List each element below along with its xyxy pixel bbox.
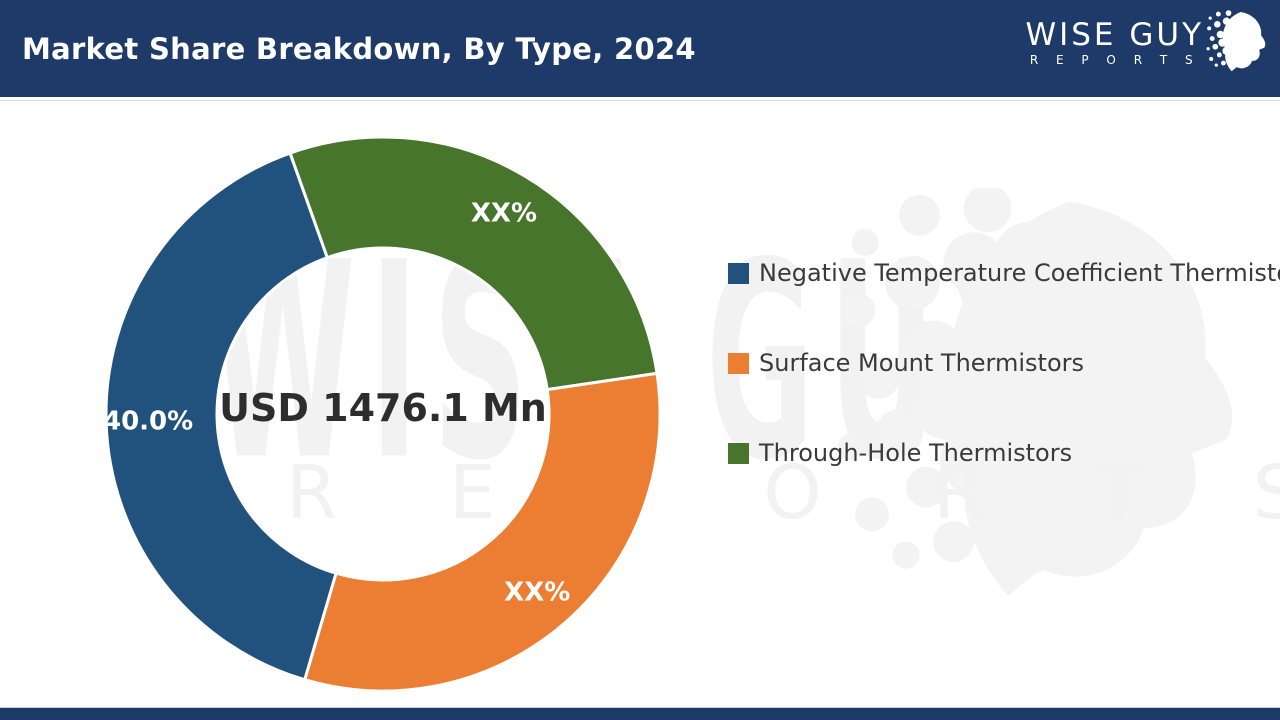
logo-face-icon — [1206, 10, 1266, 72]
watermark-face-graphic — [838, 188, 1233, 596]
donut-chart: 40.0% XX% XX% — [103, 135, 662, 693]
slice-value-label-2: XX% — [504, 577, 570, 607]
watermark-reports-text: R E P O R T S — [286, 450, 1280, 536]
slice-value-label-0: 40.0% — [103, 407, 193, 437]
chart-legend: Negative Temperature Coefficient Thermis… — [728, 0, 1280, 720]
donut-slice-0 — [104, 151, 338, 682]
page-title: Market Share Breakdown, By Type, 2024 — [22, 31, 696, 66]
logo-wiseguy-text: WISE GUY — [1025, 17, 1204, 54]
legend-item-surface-mount-thermistors: Surface Mount Thermistors — [728, 349, 1084, 377]
logo-text: WISE GUY R E P O R T S — [1025, 19, 1204, 67]
footer-bar — [0, 707, 1280, 720]
wise-guy-reports-logo: WISE GUY R E P O R T S — [1025, 10, 1268, 76]
legend-label: Through-Hole Thermistors — [759, 439, 1073, 467]
logo-reports-text: R E P O R T S — [1029, 52, 1200, 67]
slice-value-label-1: XX% — [471, 199, 537, 229]
legend-swatch-blue — [728, 262, 749, 284]
legend-swatch-orange — [728, 352, 749, 374]
header-divider — [0, 100, 1280, 101]
header-bar: Market Share Breakdown, By Type, 2024 — [0, 0, 1280, 97]
legend-item-through-hole-thermistors: Through-Hole Thermistors — [728, 439, 1072, 467]
chart-center-value: USD 1476.1 Mn — [219, 386, 547, 430]
legend-label: Surface Mount Thermistors — [759, 349, 1085, 377]
legend-label: Negative Temperature Coefficient Thermis… — [759, 259, 1280, 287]
legend-item-ntc-thermistors: Negative Temperature Coefficient Thermis… — [728, 259, 1280, 287]
legend-swatch-green — [728, 442, 749, 464]
donut-slice-2 — [302, 371, 662, 693]
donut-slice-1 — [288, 135, 659, 392]
